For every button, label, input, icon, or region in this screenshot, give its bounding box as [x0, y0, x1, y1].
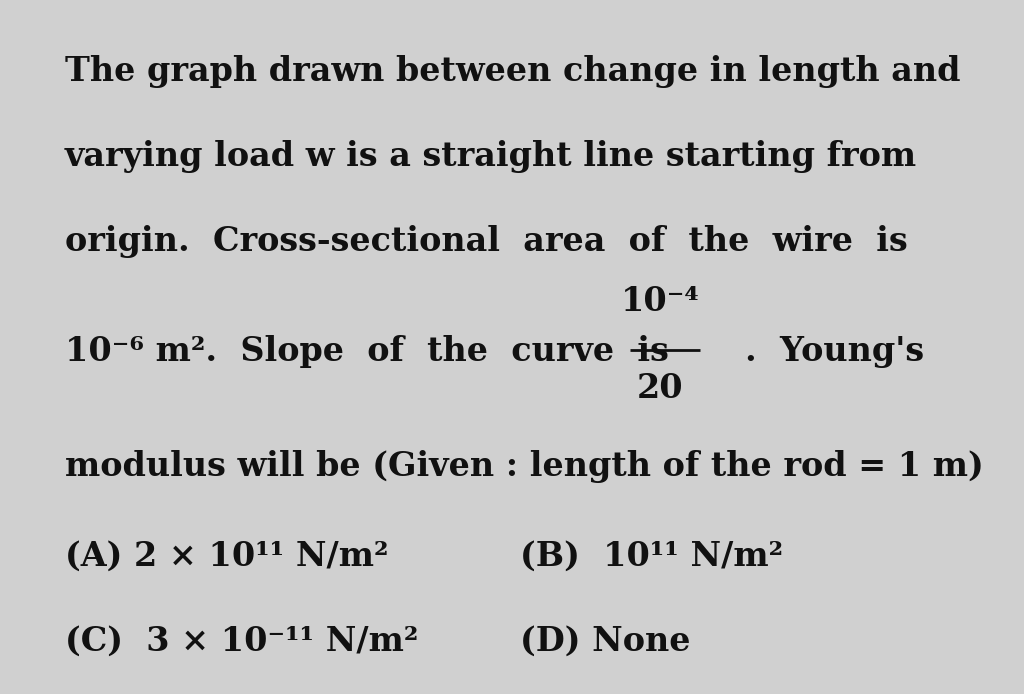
- Text: varying load w is a straight line starting from: varying load w is a straight line starti…: [65, 140, 918, 173]
- Text: The graph drawn between change in length and: The graph drawn between change in length…: [65, 55, 961, 88]
- Text: (C)  3 × 10⁻¹¹ N/m²: (C) 3 × 10⁻¹¹ N/m²: [65, 625, 419, 658]
- Text: .  Young's: . Young's: [745, 335, 924, 368]
- Text: 20: 20: [637, 372, 683, 405]
- Text: 10⁻⁴: 10⁻⁴: [621, 285, 699, 318]
- Text: (B)  10¹¹ N/m²: (B) 10¹¹ N/m²: [520, 540, 783, 573]
- Text: 10⁻⁶ m².  Slope  of  the  curve  is: 10⁻⁶ m². Slope of the curve is: [65, 335, 669, 368]
- Text: origin.  Cross-sectional  area  of  the  wire  is: origin. Cross-sectional area of the wire…: [65, 225, 907, 258]
- Text: (D) None: (D) None: [520, 625, 690, 658]
- Text: (A) 2 × 10¹¹ N/m²: (A) 2 × 10¹¹ N/m²: [65, 540, 388, 573]
- Text: modulus will be (Given : length of the rod = 1 m): modulus will be (Given : length of the r…: [65, 450, 984, 483]
